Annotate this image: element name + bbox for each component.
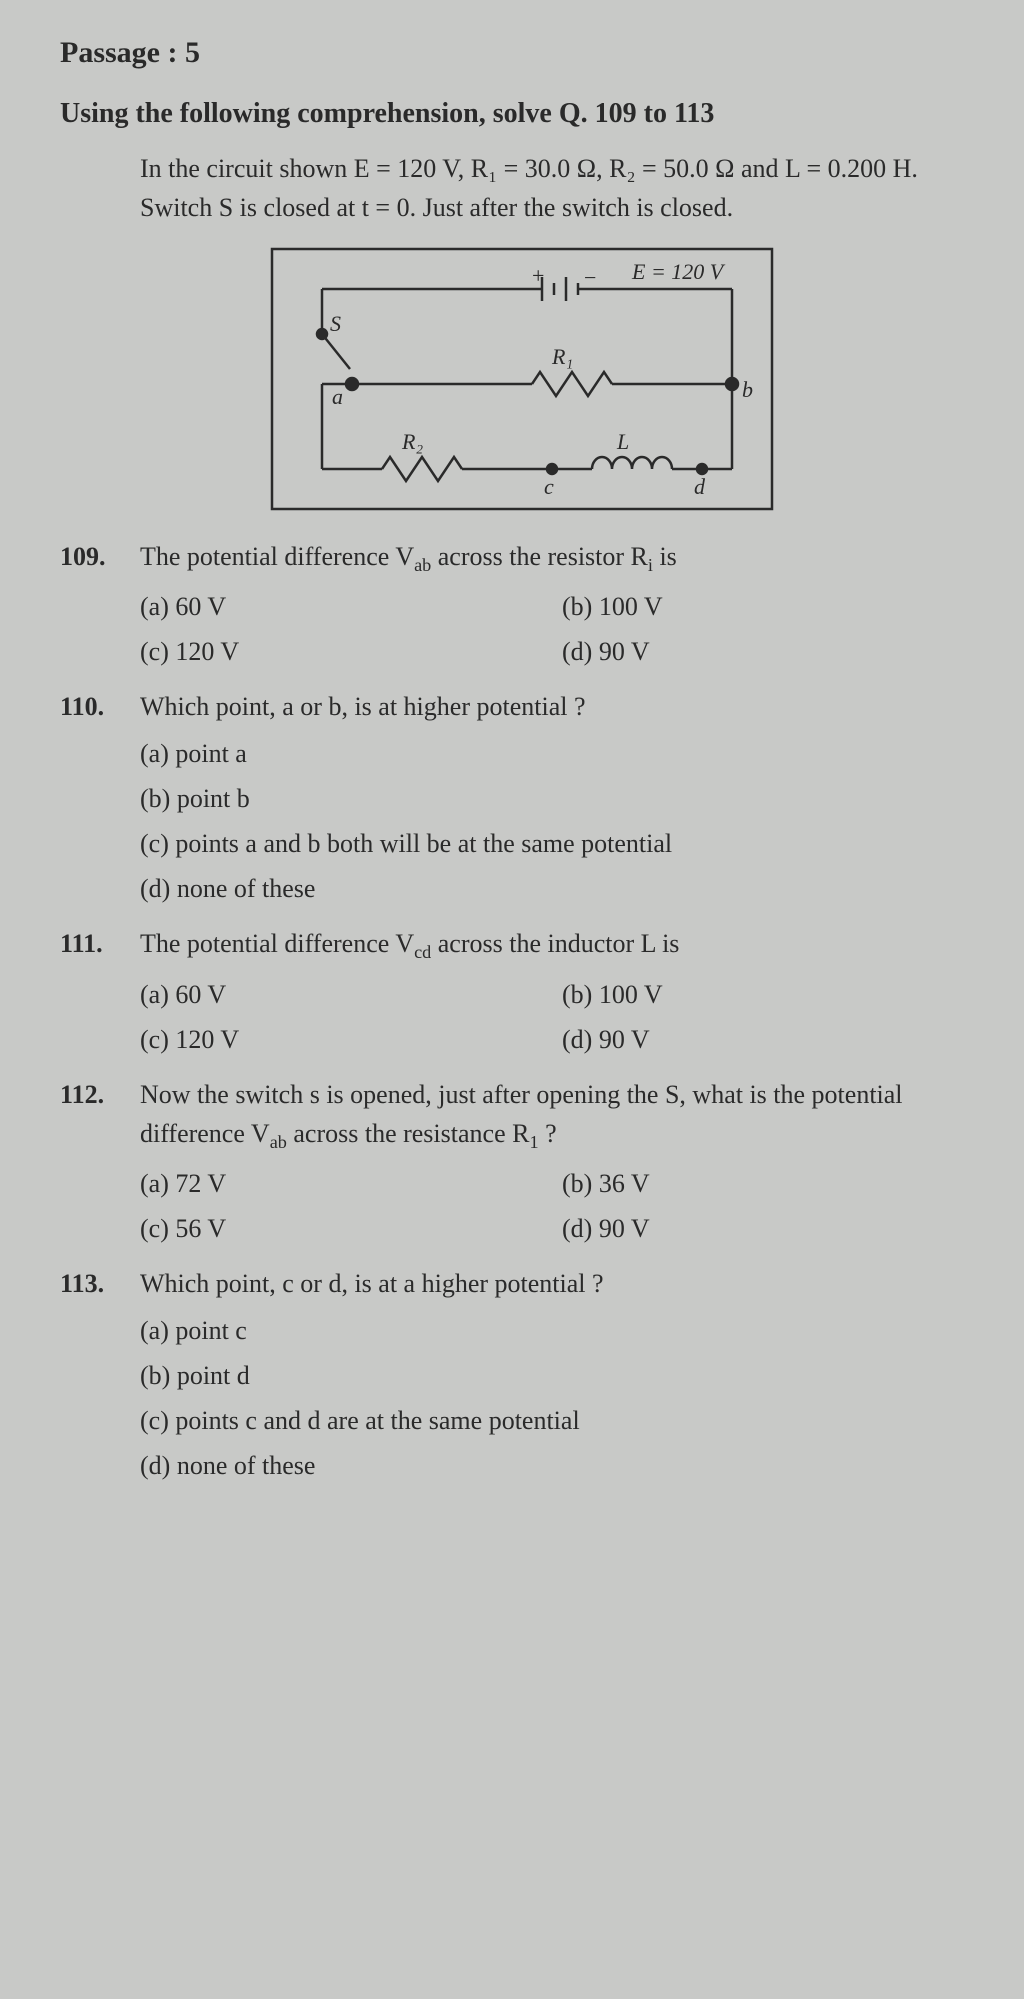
- question-text: The potential difference Vab across the …: [140, 537, 984, 579]
- node-b: b: [742, 377, 753, 402]
- question-111: 111. The potential difference Vcd across…: [60, 924, 984, 1068]
- question-113: 113. Which point, c or d, is at a higher…: [60, 1264, 984, 1495]
- text-part: across the inductor L is: [431, 929, 679, 958]
- option-a: (a) 60 V: [140, 587, 562, 626]
- option-b: (b) 36 V: [562, 1164, 984, 1203]
- option-b: (b) point d: [140, 1356, 984, 1395]
- question-number: 112.: [60, 1075, 140, 1258]
- svg-text:+: +: [532, 263, 544, 288]
- option-d: (d) 90 V: [562, 632, 984, 671]
- question-112: 112. Now the switch s is opened, just af…: [60, 1075, 984, 1258]
- svg-text:−: −: [584, 265, 596, 290]
- passage-instruction: Using the following comprehension, solve…: [60, 93, 984, 135]
- text-sub: ab: [414, 555, 431, 575]
- option-a: (a) 72 V: [140, 1164, 562, 1203]
- option-d: (d) none of these: [140, 869, 984, 908]
- r2-label: R₂: [401, 429, 423, 454]
- option-c: (c) 120 V: [140, 632, 562, 671]
- option-a: (a) point a: [140, 734, 984, 773]
- emf-label: E = 120 V: [631, 259, 726, 284]
- text-part: The potential difference V: [140, 542, 414, 571]
- passage-intro: In the circuit shown E = 120 V, R₁ = 30.…: [140, 149, 984, 227]
- node-a: a: [332, 384, 343, 409]
- switch-label: S: [330, 311, 341, 336]
- question-number: 113.: [60, 1264, 140, 1495]
- option-c: (c) points a and b both will be at the s…: [140, 824, 984, 863]
- option-c: (c) 120 V: [140, 1020, 562, 1059]
- question-text: Which point, a or b, is at higher potent…: [140, 687, 984, 726]
- question-110: 110. Which point, a or b, is at higher p…: [60, 687, 984, 918]
- text-sub: ab: [270, 1132, 287, 1152]
- text-sub: cd: [414, 943, 431, 963]
- circuit-diagram: + − E = 120 V S a R₁ b R₂ c L: [60, 239, 984, 519]
- node-c: c: [544, 474, 554, 499]
- option-d: (d) 90 V: [562, 1020, 984, 1059]
- option-c: (c) 56 V: [140, 1209, 562, 1248]
- text-part: across the resistance R: [287, 1119, 530, 1148]
- l-label: L: [616, 429, 629, 454]
- option-a: (a) point c: [140, 1311, 984, 1350]
- text-part: The potential difference V: [140, 929, 414, 958]
- question-text: The potential difference Vcd across the …: [140, 924, 984, 966]
- option-a: (a) 60 V: [140, 975, 562, 1014]
- option-b: (b) 100 V: [562, 587, 984, 626]
- option-b: (b) 100 V: [562, 975, 984, 1014]
- question-text: Now the switch s is opened, just after o…: [140, 1075, 984, 1156]
- text-sub: 1: [529, 1132, 538, 1152]
- node-d: d: [694, 474, 706, 499]
- question-number: 110.: [60, 687, 140, 918]
- r1-label: R₁: [551, 344, 573, 369]
- passage-label: Passage : 5: [60, 30, 984, 75]
- text-part: across the resistor R: [431, 542, 648, 571]
- text-part: is: [653, 542, 677, 571]
- text-part: ?: [539, 1119, 557, 1148]
- question-109: 109. The potential difference Vab across…: [60, 537, 984, 681]
- question-number: 111.: [60, 924, 140, 1068]
- question-text: Which point, c or d, is at a higher pote…: [140, 1264, 984, 1303]
- option-d: (d) 90 V: [562, 1209, 984, 1248]
- option-c: (c) points c and d are at the same poten…: [140, 1401, 984, 1440]
- option-b: (b) point b: [140, 779, 984, 818]
- question-number: 109.: [60, 537, 140, 681]
- option-d: (d) none of these: [140, 1446, 984, 1485]
